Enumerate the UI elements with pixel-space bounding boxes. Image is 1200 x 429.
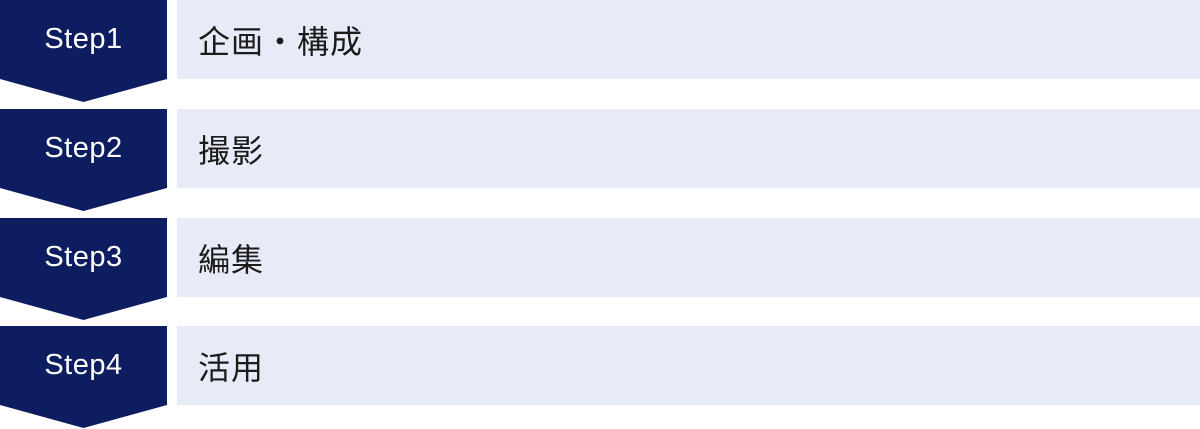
step-title: 企画・構成	[198, 23, 364, 60]
step-chevron-down: Step1	[0, 0, 167, 102]
step-chevron-down: Step3	[0, 218, 167, 320]
step-row-3: Step3 編集	[0, 218, 1200, 297]
step-title: 撮影	[198, 132, 265, 169]
step-chevron-down: Step2	[0, 109, 167, 211]
step-label: Step4	[44, 349, 123, 381]
step-row-1: Step1 企画・構成	[0, 0, 1200, 79]
step-title-box: 活用	[177, 326, 1200, 405]
step-title-box: 編集	[177, 218, 1200, 297]
step-label: Step1	[44, 23, 123, 55]
step-label: Step3	[44, 241, 123, 273]
step-label: Step2	[44, 132, 123, 164]
step-chevron-down: Step4	[0, 326, 167, 428]
step-title-box: 企画・構成	[177, 0, 1200, 79]
step-title: 活用	[198, 349, 265, 386]
step-title-box: 撮影	[177, 109, 1200, 188]
step-row-2: Step2 撮影	[0, 109, 1200, 188]
step-title: 編集	[198, 241, 265, 278]
step-row-4: Step4 活用	[0, 326, 1200, 405]
